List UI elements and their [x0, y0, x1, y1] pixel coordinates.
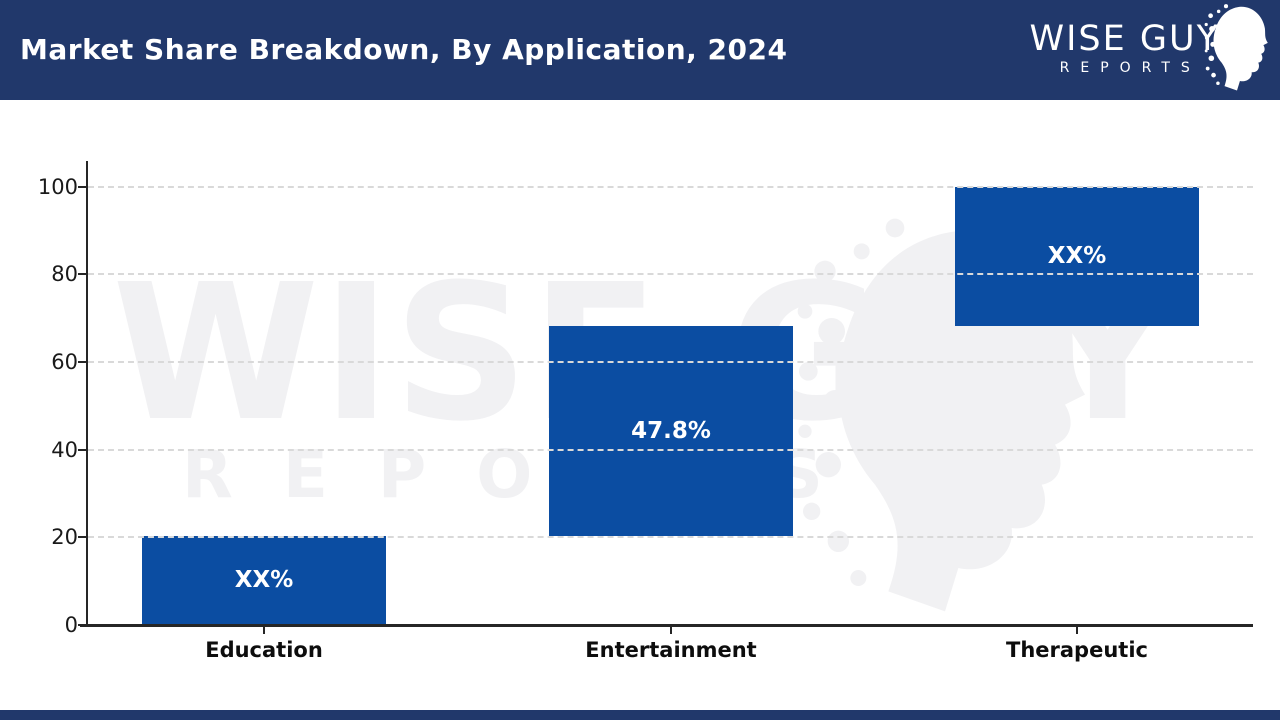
header-bar: Market Share Breakdown, By Application, … [0, 0, 1280, 100]
y-tick-label-40: 40 [51, 437, 78, 462]
x-tick-label-entertainment: Entertainment [585, 638, 757, 662]
logo-wordmark: WISE GUY REPORTS [1029, 20, 1220, 76]
logo-wordmark-line2: REPORTS [1059, 59, 1201, 76]
y-tick-mark [78, 360, 86, 363]
x-tick-mark [1076, 627, 1078, 634]
y-tick-mark [78, 448, 86, 451]
logo-wordmark-line1: WISE GUY [1029, 19, 1220, 60]
x-axis-line [80, 624, 1253, 627]
x-tick-mark [263, 627, 265, 634]
y-tick-label-60: 60 [51, 349, 78, 374]
y-tick-mark [78, 273, 86, 276]
bar-value-label: XX% [234, 567, 294, 594]
x-tick-mark [670, 627, 672, 634]
y-axis-spine [86, 161, 88, 626]
bar-value-label: 47.8% [631, 417, 711, 444]
bar-education: XX% [142, 535, 386, 625]
x-tick-label-education: Education [205, 638, 323, 662]
y-tick-label-20: 20 [51, 525, 78, 550]
y-tick-mark [78, 536, 86, 539]
bar-entertainment: 47.8% [549, 325, 793, 536]
wiseguy-logo: WISE GUY REPORTS [1029, 4, 1270, 92]
y-tick-mark [78, 624, 86, 626]
chart-title: Market Share Breakdown, By Application, … [20, 33, 788, 66]
y-tick-mark [78, 185, 86, 188]
y-tick-label-100: 100 [37, 174, 78, 199]
y-tick-label-0: 0 [64, 613, 78, 637]
footer-bar [0, 710, 1280, 720]
x-tick-label-therapeutic: Therapeutic [1006, 638, 1148, 662]
y-tick-label-80: 80 [51, 262, 78, 287]
